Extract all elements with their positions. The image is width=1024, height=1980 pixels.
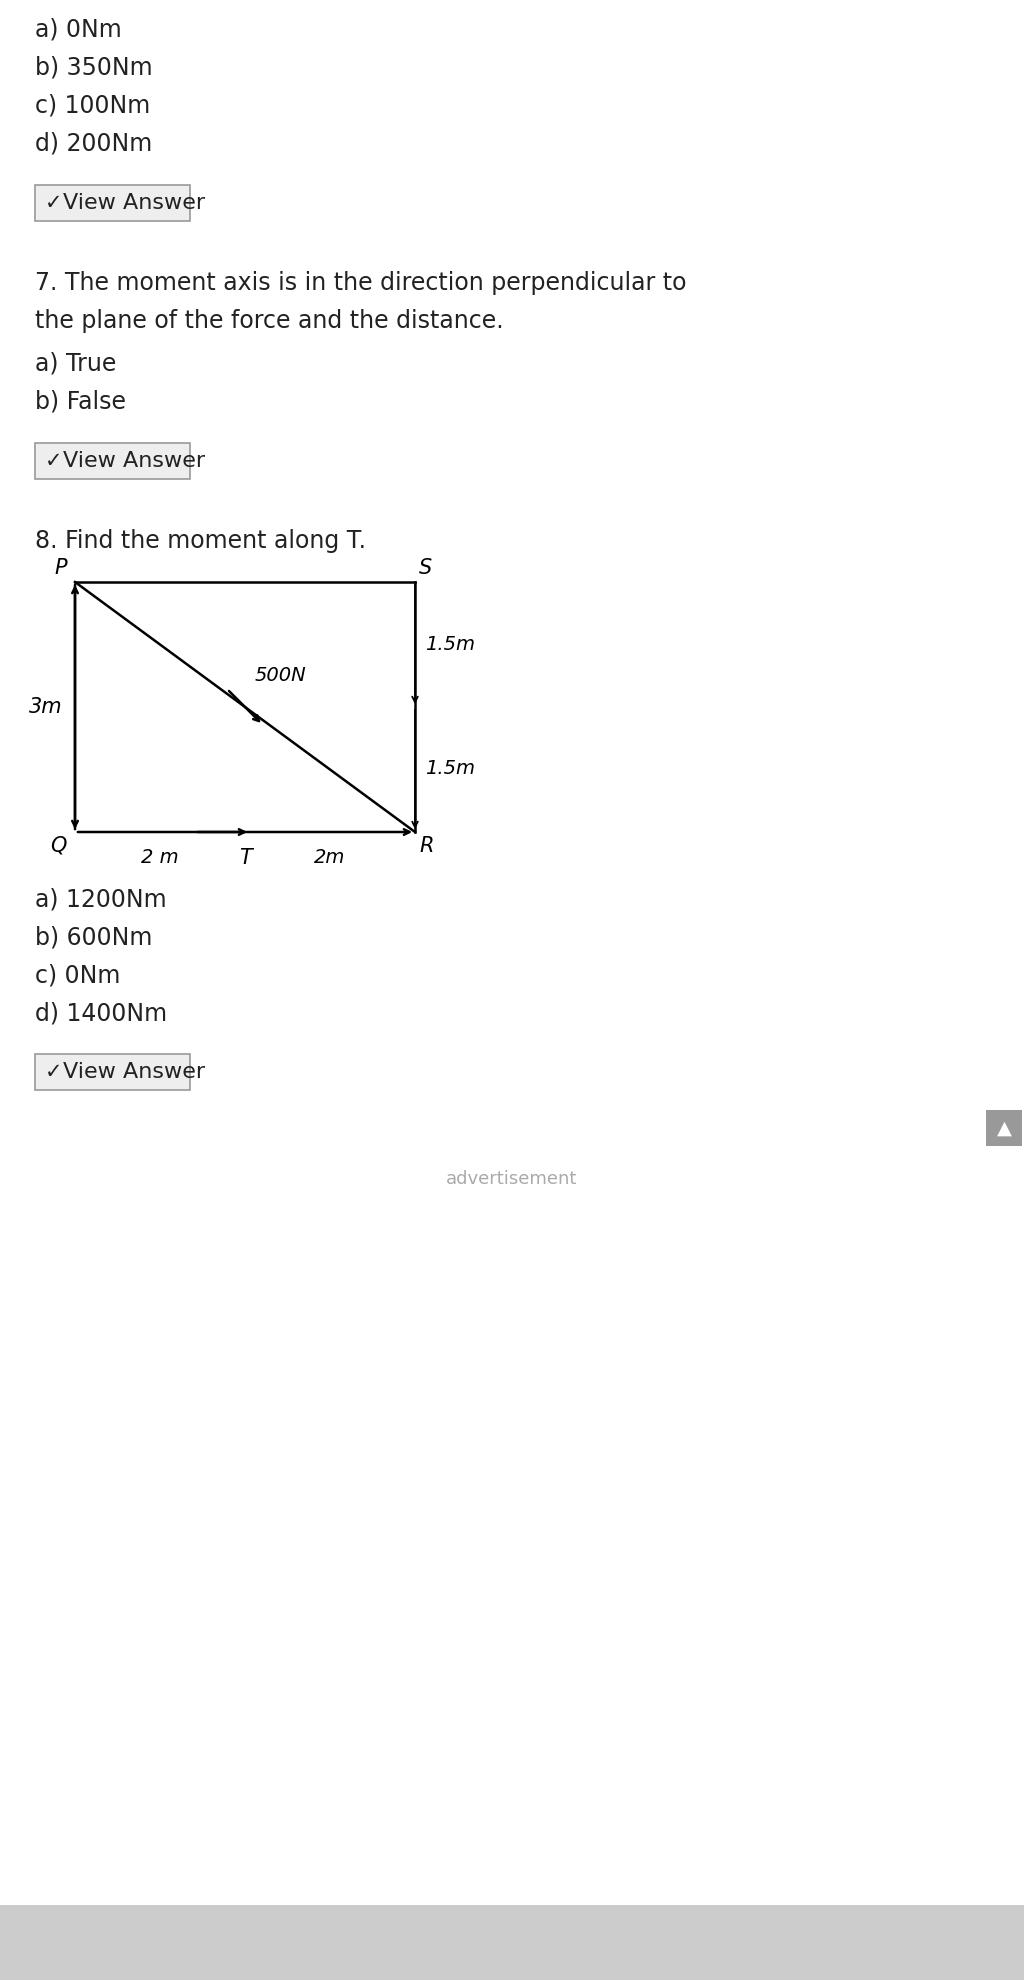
Text: View Answer: View Answer bbox=[63, 192, 205, 214]
Text: a) 0Nm: a) 0Nm bbox=[35, 18, 122, 42]
Text: 1.5m: 1.5m bbox=[425, 634, 475, 653]
Text: d) 1400Nm: d) 1400Nm bbox=[35, 1002, 167, 1026]
Text: 1.5m: 1.5m bbox=[425, 760, 475, 778]
Text: 7. The moment axis is in the direction perpendicular to: 7. The moment axis is in the direction p… bbox=[35, 271, 686, 295]
Text: R: R bbox=[419, 836, 433, 855]
Text: b) 600Nm: b) 600Nm bbox=[35, 925, 153, 948]
Text: b) 350Nm: b) 350Nm bbox=[35, 55, 153, 79]
FancyBboxPatch shape bbox=[35, 444, 190, 479]
FancyBboxPatch shape bbox=[986, 1111, 1022, 1146]
Text: b) False: b) False bbox=[35, 390, 126, 414]
Text: View Answer: View Answer bbox=[63, 1061, 205, 1081]
Text: 8. Find the moment along T.: 8. Find the moment along T. bbox=[35, 529, 366, 552]
Text: c) 100Nm: c) 100Nm bbox=[35, 93, 151, 119]
Text: 3m: 3m bbox=[30, 697, 63, 717]
Text: View Answer: View Answer bbox=[63, 451, 205, 471]
Text: 500N: 500N bbox=[255, 665, 307, 685]
Text: Q: Q bbox=[50, 836, 67, 855]
Text: 2m: 2m bbox=[314, 847, 346, 867]
FancyBboxPatch shape bbox=[35, 184, 190, 222]
Text: the plane of the force and the distance.: the plane of the force and the distance. bbox=[35, 309, 504, 333]
Bar bbox=[0, 1905, 1024, 1980]
Text: ✓: ✓ bbox=[45, 1061, 62, 1081]
Text: P: P bbox=[54, 558, 67, 578]
Text: 2 m: 2 m bbox=[141, 847, 179, 867]
Text: ▲: ▲ bbox=[996, 1119, 1012, 1137]
Text: a) True: a) True bbox=[35, 352, 117, 376]
Text: advertisement: advertisement bbox=[446, 1170, 578, 1188]
Text: d) 200Nm: d) 200Nm bbox=[35, 133, 153, 156]
Text: S: S bbox=[419, 558, 432, 578]
Text: a) 1200Nm: a) 1200Nm bbox=[35, 887, 167, 911]
FancyBboxPatch shape bbox=[35, 1053, 190, 1091]
Text: T: T bbox=[239, 847, 251, 867]
Text: ✓: ✓ bbox=[45, 192, 62, 214]
Text: ✓: ✓ bbox=[45, 451, 62, 471]
Text: c) 0Nm: c) 0Nm bbox=[35, 962, 121, 986]
